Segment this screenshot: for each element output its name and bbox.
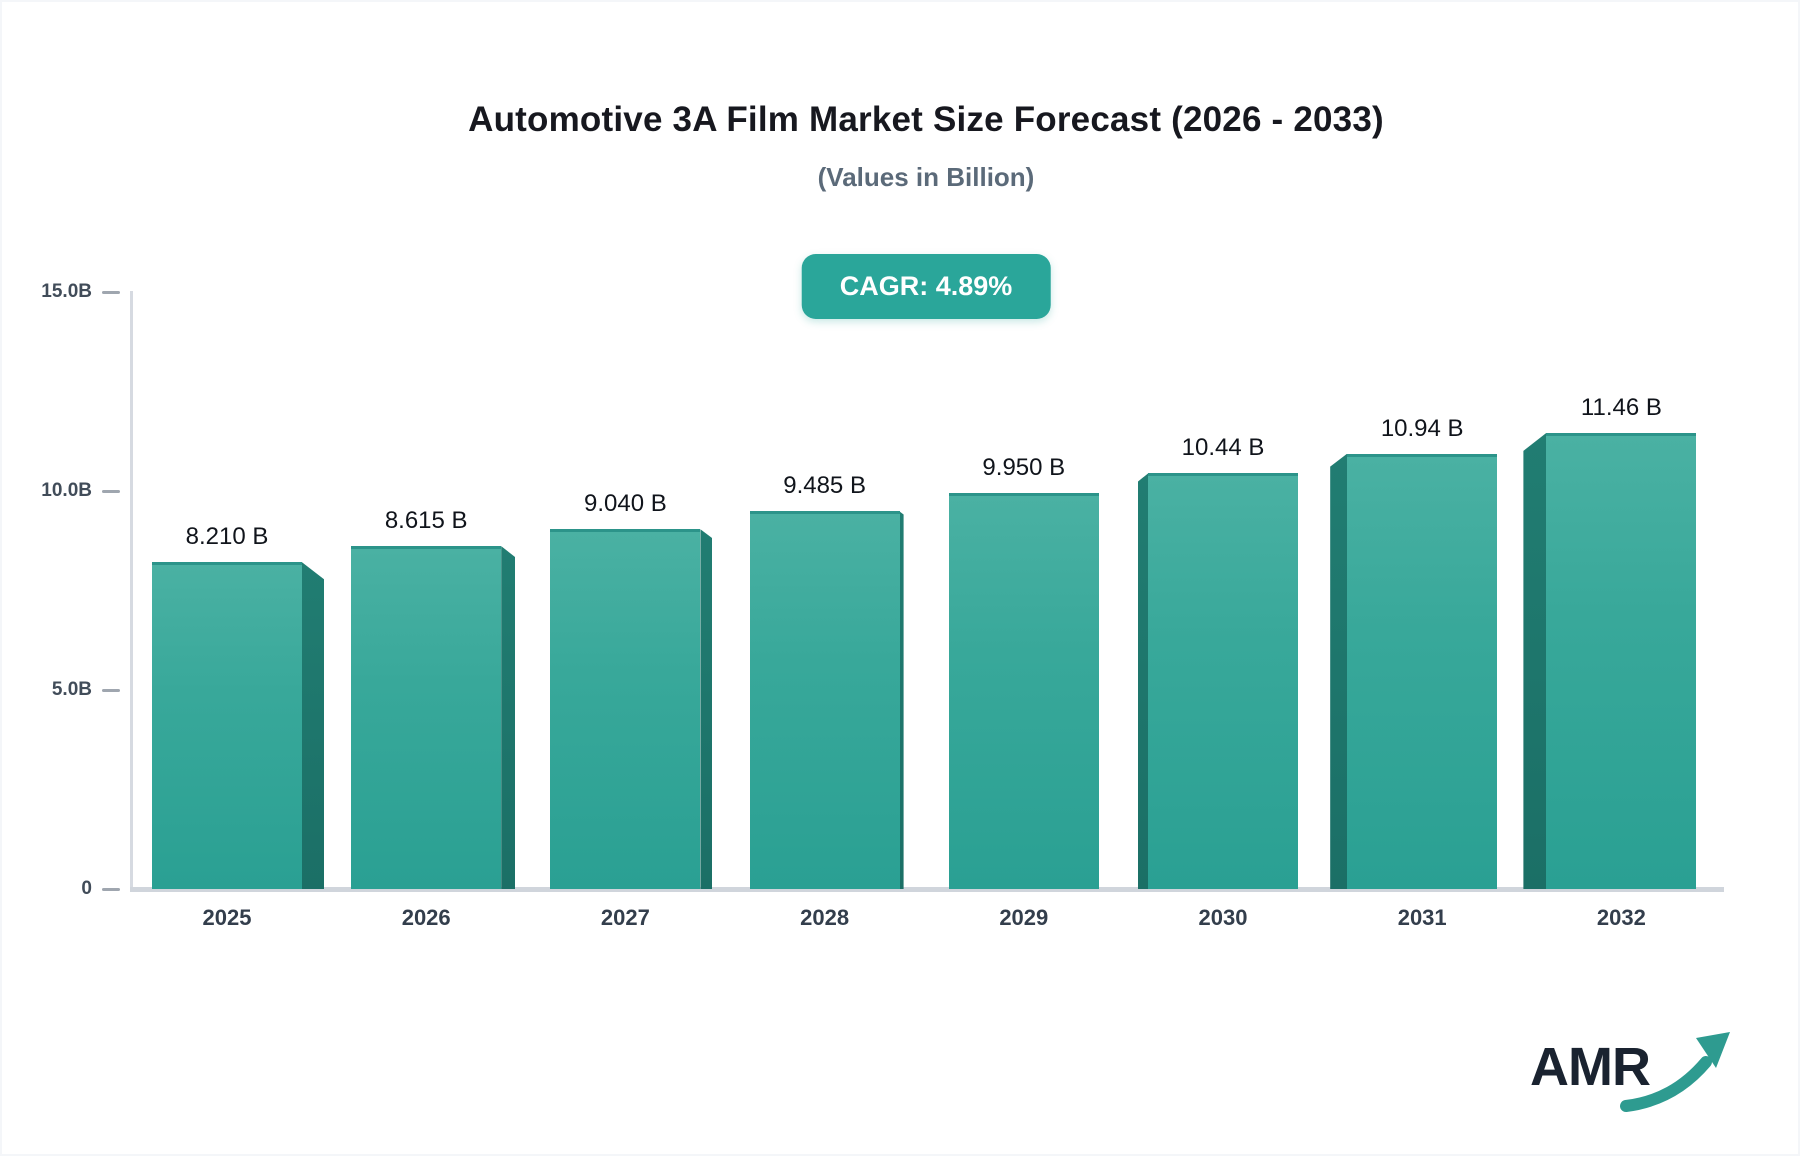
chart-title: Automotive 3A Film Market Size Forecast … <box>468 100 1384 139</box>
chart-subtitle: (Values in Billion) <box>817 162 1035 192</box>
cagr-badge: CAGR: 4.89% <box>801 254 1051 319</box>
bar-3d-side-2030 <box>1138 473 1148 889</box>
bar-2027 <box>550 529 701 889</box>
bar-2026 <box>351 546 502 889</box>
y-axis-tick-label: 5.0B <box>51 679 92 700</box>
x-axis-label-2028: 2028 <box>800 905 850 930</box>
x-axis-label-2031: 2031 <box>1397 905 1447 930</box>
bar-value-label-2027: 9.040 B <box>584 490 667 518</box>
x-axis-baseline <box>130 887 1724 892</box>
x-axis-label-2032: 2032 <box>1596 905 1646 930</box>
y-axis-tick-label: 15.0B <box>41 281 92 302</box>
y-axis-tick-mark <box>102 689 120 692</box>
x-axis-label-2025: 2025 <box>202 905 252 930</box>
growth-arrow-icon <box>1620 1032 1730 1112</box>
bar-3d-side-2031 <box>1330 453 1348 889</box>
y-axis-tick-label: 10.0B <box>41 480 92 501</box>
bar-2029 <box>948 492 1099 889</box>
y-axis-tick-label: 0 <box>81 878 92 899</box>
amr-logo: AMR <box>1530 1032 1740 1114</box>
bar-3d-side-2027 <box>700 529 713 889</box>
bar-value-label-2030: 10.44 B <box>1181 434 1265 462</box>
bar-2030 <box>1148 473 1298 889</box>
bar-2025 <box>152 562 302 889</box>
y-axis-line <box>130 291 133 890</box>
bar-3d-side-2026 <box>501 546 516 889</box>
bar-3d-side-2025 <box>302 562 324 889</box>
y-axis-tick-mark <box>102 888 120 891</box>
bar-value-label-2025: 8.210 B <box>185 523 269 551</box>
y-axis-tick-mark <box>102 291 120 294</box>
x-axis-label-2027: 2027 <box>600 905 650 930</box>
bar-value-label-2031: 10.94 B <box>1380 414 1464 442</box>
y-axis-tick-mark <box>102 490 120 493</box>
bar-value-label-2029: 9.950 B <box>982 453 1066 481</box>
bar-value-label-2028: 9.485 B <box>783 472 866 500</box>
bar-3d-side-2028 <box>899 511 904 889</box>
bar-value-label-2026: 8.615 B <box>384 507 468 535</box>
x-axis-label-2026: 2026 <box>401 905 451 930</box>
x-axis-label-2030: 2030 <box>1198 905 1248 930</box>
bar-3d-side-2032 <box>1523 432 1547 889</box>
bar-2028 <box>749 511 900 889</box>
x-axis-label-2029: 2029 <box>999 905 1049 930</box>
bar-2032 <box>1546 432 1697 889</box>
amr-logo-text: AMR <box>1530 1037 1651 1097</box>
bar-value-label-2032: 11.46 B <box>1580 393 1662 421</box>
bar-2031 <box>1347 453 1498 889</box>
